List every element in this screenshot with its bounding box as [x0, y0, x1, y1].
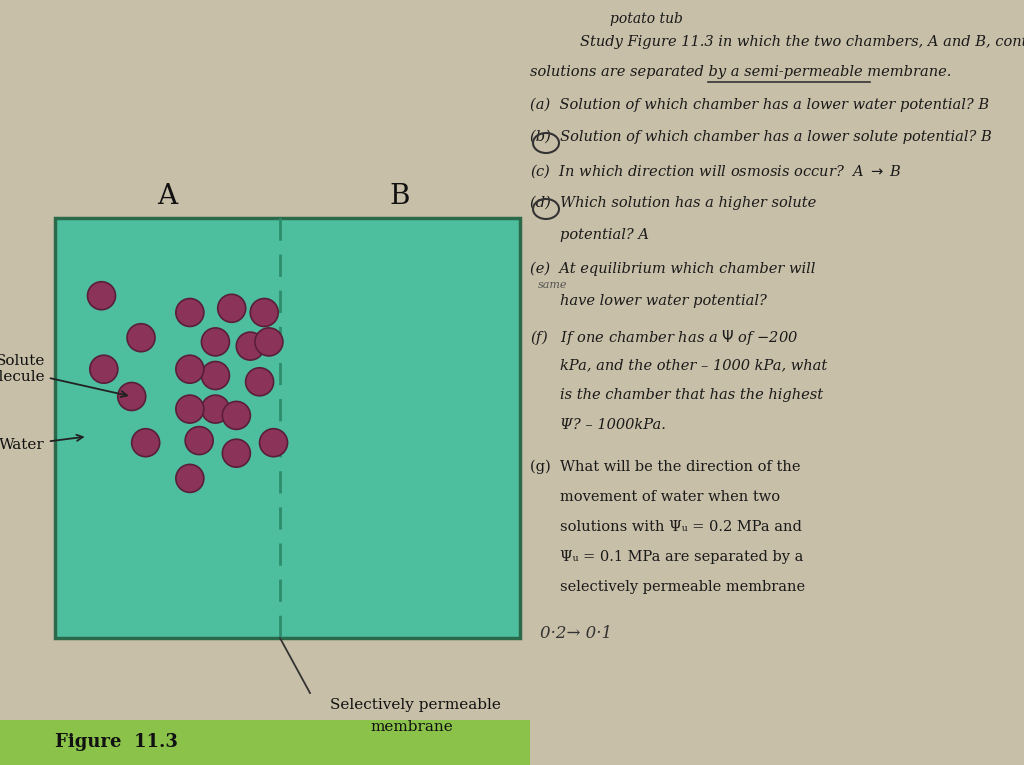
Circle shape — [176, 298, 204, 327]
Text: (d)  Which solution has a higher solute: (d) Which solution has a higher solute — [530, 196, 816, 210]
Circle shape — [250, 298, 279, 327]
Circle shape — [237, 332, 264, 360]
Text: Ψ? – 1000kPa.: Ψ? – 1000kPa. — [560, 418, 666, 432]
Text: B: B — [390, 183, 411, 210]
Circle shape — [87, 282, 116, 310]
Text: (a)  Solution of which chamber has a lower water potential? B: (a) Solution of which chamber has a lowe… — [530, 98, 989, 112]
Bar — [0, 720, 530, 765]
Text: movement of water when two: movement of water when two — [560, 490, 780, 504]
Circle shape — [90, 355, 118, 383]
Circle shape — [176, 355, 204, 383]
Text: potential? A: potential? A — [560, 228, 649, 242]
Bar — [55, 218, 520, 638]
Text: (f)   If one chamber has a $\Psi$ of $-$200: (f) If one chamber has a $\Psi$ of $-$20… — [530, 328, 799, 347]
Text: Solute
molecule: Solute molecule — [0, 354, 127, 397]
Text: solutions with Ψᵤ = 0.2 MPa and: solutions with Ψᵤ = 0.2 MPa and — [560, 520, 802, 534]
Text: Selectively permeable: Selectively permeable — [330, 698, 501, 712]
Text: Study Figure 11.3 in which the two chambers, A and B, conta: Study Figure 11.3 in which the two chamb… — [580, 35, 1024, 49]
Text: solutions are separated by a semi-permeable membrane.: solutions are separated by a semi-permea… — [530, 65, 951, 79]
Text: Figure  11.3: Figure 11.3 — [55, 733, 178, 751]
Text: membrane: membrane — [370, 720, 453, 734]
Circle shape — [246, 368, 273, 396]
Text: A: A — [158, 183, 177, 210]
Circle shape — [202, 395, 229, 423]
Circle shape — [118, 382, 145, 411]
Text: 0·2→ 0·1: 0·2→ 0·1 — [540, 625, 612, 642]
Text: kPa, and the other – 1000 kPa, what: kPa, and the other – 1000 kPa, what — [560, 358, 827, 372]
Text: (c)  In which direction will osmosis occur?  A $\rightarrow$ B: (c) In which direction will osmosis occu… — [530, 162, 902, 180]
Circle shape — [202, 328, 229, 356]
Circle shape — [222, 439, 250, 467]
Circle shape — [176, 464, 204, 493]
Text: is the chamber that has the highest: is the chamber that has the highest — [560, 388, 823, 402]
Circle shape — [185, 427, 213, 454]
Circle shape — [222, 402, 250, 429]
Text: potato tub: potato tub — [610, 12, 683, 26]
Circle shape — [132, 428, 160, 457]
Circle shape — [218, 295, 246, 322]
Text: Ψᵤ = 0.1 MPa are separated by a: Ψᵤ = 0.1 MPa are separated by a — [560, 550, 804, 564]
Circle shape — [176, 395, 204, 423]
Circle shape — [255, 328, 283, 356]
Text: (b)  Solution of which chamber has a lower solute potential? B: (b) Solution of which chamber has a lowe… — [530, 130, 992, 145]
Text: (g)  What will be the direction of the: (g) What will be the direction of the — [530, 460, 801, 474]
Circle shape — [259, 428, 288, 457]
Text: (e)  At equilibrium which chamber will: (e) At equilibrium which chamber will — [530, 262, 815, 276]
Text: selectively permeable membrane: selectively permeable membrane — [560, 580, 805, 594]
Circle shape — [127, 324, 155, 352]
Circle shape — [202, 362, 229, 389]
Text: have lower water potential?: have lower water potential? — [560, 294, 767, 308]
Text: same: same — [538, 280, 567, 290]
Text: Water: Water — [0, 435, 83, 452]
